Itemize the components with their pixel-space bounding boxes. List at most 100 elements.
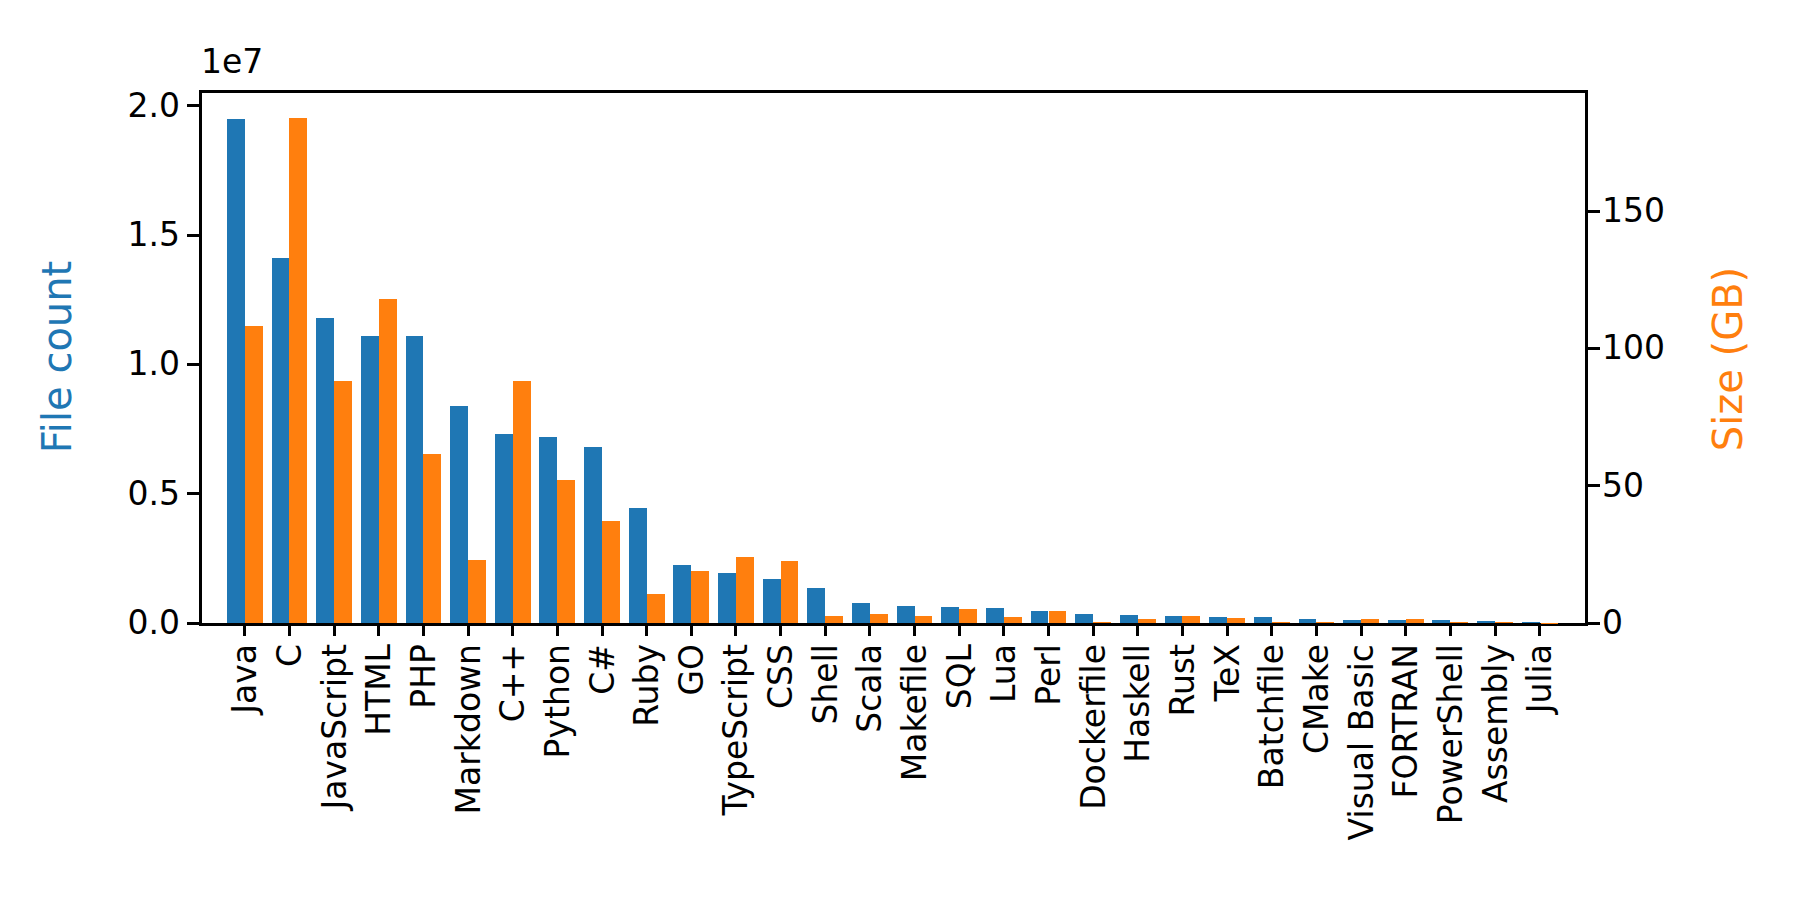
x-tick-label-batchfile: Batchfile [1252, 644, 1291, 789]
bar-file-count-tex [1209, 617, 1227, 623]
right-y-tick-label-150: 150 [1602, 189, 1722, 233]
bar-file-count-markdown [450, 406, 468, 623]
x-tick-fortran [1404, 623, 1407, 636]
x-tick-makefile [913, 623, 916, 636]
x-tick-label-box-scala: Scala [848, 644, 892, 733]
x-tick-label-box-c: C++ [491, 644, 535, 722]
bar-size-gb-lua [1004, 617, 1022, 623]
bar-file-count-ruby [629, 508, 647, 623]
bar-size-gb-php [423, 454, 441, 623]
x-tick-label-tex: TeX [1208, 644, 1247, 701]
bar-size-gb-c [602, 521, 620, 623]
bar-file-count-java [227, 119, 245, 623]
bar-size-gb-tex [1227, 618, 1245, 623]
bar-size-gb-makefile [915, 616, 933, 623]
x-tick-label-lua: Lua [984, 644, 1023, 703]
x-tick-label-box-cmake: CMake [1294, 644, 1338, 754]
x-tick-label-box-java: Java [223, 644, 267, 714]
x-tick-label-shell: Shell [806, 644, 845, 725]
x-tick-label-box-shell: Shell [803, 644, 847, 725]
bar-size-gb-css [781, 561, 799, 623]
bar-size-gb-perl [1049, 611, 1067, 623]
x-tick-rust [1181, 623, 1184, 636]
bar-size-gb-batchfile [1272, 622, 1290, 623]
x-tick-label-box-perl: Perl [1027, 644, 1071, 706]
x-tick-label-fortran: FORTRAN [1386, 644, 1425, 799]
left-axis-label: File count [34, 261, 80, 454]
x-tick-label-java: Java [225, 644, 264, 714]
left-y-tick-0-0 [187, 622, 199, 625]
x-tick-label-julia: Julia [1520, 644, 1559, 713]
right-y-tick-label-0: 0 [1602, 601, 1722, 645]
x-tick-label-typescript: TypeScript [716, 644, 755, 816]
x-tick-visual-basic [1360, 623, 1363, 636]
x-tick-label-markdown: Markdown [449, 644, 488, 814]
bar-file-count-c [495, 434, 513, 623]
bar-file-count-visual-basic [1343, 620, 1361, 623]
x-tick-label-c: C [270, 644, 309, 667]
plot-area: JavaCJavaScriptHTMLPHPMarkdownC++PythonC… [199, 90, 1588, 626]
x-tick-label-box-javascript: JavaScript [312, 644, 356, 809]
bar-size-gb-rust [1182, 616, 1200, 623]
bar-file-count-php [406, 336, 424, 623]
x-tick-label-box-dockerfile: Dockerfile [1071, 644, 1115, 810]
x-tick-label-box-c: C [267, 644, 311, 667]
bar-file-count-shell [807, 588, 825, 623]
bar-file-count-javascript [316, 318, 334, 623]
bar-size-gb-ruby [647, 594, 665, 623]
x-tick-label-box-batchfile: Batchfile [1250, 644, 1294, 789]
x-tick-label-box-fortran: FORTRAN [1384, 644, 1428, 799]
x-tick-label-box-php: PHP [401, 644, 445, 709]
bar-size-gb-typescript [736, 557, 754, 623]
bar-file-count-lua [986, 608, 1004, 623]
bar-size-gb-python [557, 480, 575, 623]
x-tick-label-box-makefile: Makefile [893, 644, 937, 781]
bar-size-gb-assembly [1495, 622, 1513, 623]
bar-size-gb-sql [959, 609, 977, 623]
bar-file-count-c [584, 447, 602, 623]
x-tick-label-go: GO [672, 644, 711, 696]
x-tick-sql [958, 623, 961, 636]
x-tick-label-c: C# [583, 644, 622, 695]
bar-size-gb-cmake [1316, 622, 1334, 623]
bar-file-count-python [539, 437, 557, 623]
bar-file-count-go [673, 565, 691, 623]
x-tick-label-box-python: Python [535, 644, 579, 758]
x-tick-label-box-visual-basic: Visual Basic [1339, 644, 1383, 840]
bar-file-count-makefile [897, 606, 915, 623]
bar-file-count-html [361, 336, 379, 623]
bar-file-count-scala [852, 603, 870, 623]
bar-file-count-fortran [1388, 620, 1406, 623]
bar-chart-figure: 1e7 File count Size (GB) JavaCJavaScript… [0, 0, 1800, 900]
x-tick-cmake [1315, 623, 1318, 636]
x-tick-java [243, 623, 246, 636]
bar-size-gb-html [379, 299, 397, 623]
bar-size-gb-javascript [334, 381, 352, 623]
x-tick-label-box-markdown: Markdown [446, 644, 490, 814]
x-tick-label-box-rust: Rust [1160, 644, 1204, 717]
x-tick-haskell [1136, 623, 1139, 636]
x-tick-php [422, 623, 425, 636]
bar-size-gb-c [513, 381, 531, 623]
x-tick-label-haskell: Haskell [1118, 644, 1157, 763]
x-tick-label-assembly: Assembly [1476, 644, 1515, 803]
bar-file-count-rust [1165, 616, 1183, 623]
bar-size-gb-visual-basic [1361, 619, 1379, 623]
x-tick-label-box-typescript: TypeScript [714, 644, 758, 816]
x-tick-julia [1538, 623, 1541, 636]
x-tick-scala [868, 623, 871, 636]
right-y-tick-150 [1588, 210, 1600, 213]
x-tick-javascript [333, 623, 336, 636]
x-tick-label-makefile: Makefile [895, 644, 934, 781]
bar-file-count-haskell [1120, 615, 1138, 623]
bar-file-count-dockerfile [1075, 614, 1093, 623]
x-tick-shell [824, 623, 827, 636]
x-tick-label-cmake: CMake [1297, 644, 1336, 754]
x-tick-label-box-assembly: Assembly [1473, 644, 1517, 803]
x-tick-label-html: HTML [359, 644, 398, 736]
x-tick-assembly [1494, 623, 1497, 636]
bar-size-gb-shell [825, 616, 843, 623]
x-tick-go [690, 623, 693, 636]
bar-size-gb-haskell [1138, 619, 1156, 623]
x-tick-python [556, 623, 559, 636]
